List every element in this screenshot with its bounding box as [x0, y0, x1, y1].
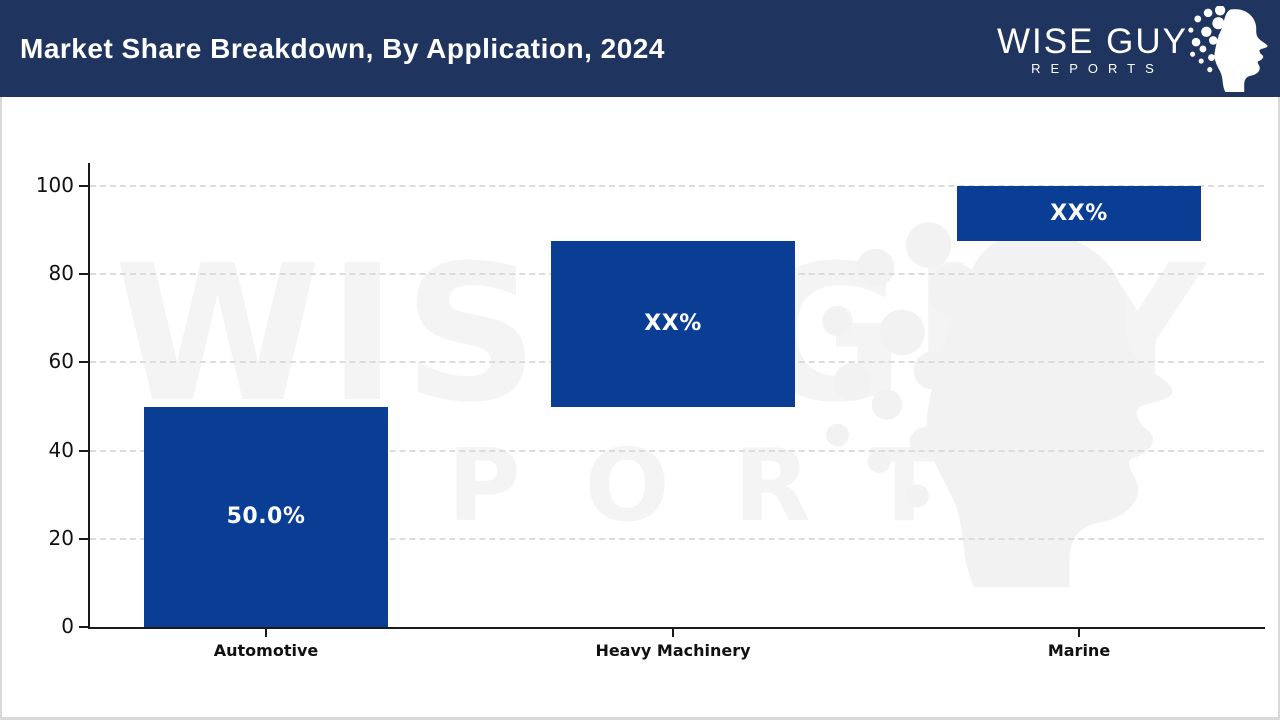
y-tick-label: 100	[35, 173, 74, 197]
y-tick-mark	[79, 361, 88, 364]
gridline-y40	[90, 449, 1264, 452]
bar-marine: XX%	[957, 186, 1201, 242]
x-category-label: Heavy Machinery	[595, 641, 751, 660]
page-title: Market Share Breakdown, By Application, …	[20, 32, 665, 64]
gridline-y100	[90, 185, 1264, 187]
header-bar: Market Share Breakdown, By Application, …	[0, 0, 1280, 97]
x-tick-mark	[1078, 629, 1080, 637]
y-tick-label: 20	[48, 525, 74, 550]
x-tick-mark	[265, 629, 267, 637]
y-tick-mark	[79, 537, 88, 540]
y-tick-mark	[79, 185, 88, 187]
x-category-label: Automotive	[213, 641, 319, 660]
x-axis-line	[88, 627, 1265, 629]
brand-logo-text: WISE GUY REPORTS	[996, 21, 1188, 78]
brand-subtitle: REPORTS	[1031, 60, 1164, 76]
bar-value-label: XX%	[644, 311, 702, 337]
brand-name: WISE GUY	[996, 21, 1188, 61]
y-tick-mark	[79, 626, 88, 628]
watermark-head-icon	[822, 222, 1173, 587]
gridline-y20	[90, 537, 1264, 540]
x-category-label: Marine	[1047, 641, 1111, 660]
brand-head-icon	[1188, 5, 1268, 92]
brand-logo: WISE GUY REPORTS	[997, 0, 1270, 97]
y-tick-label: 40	[48, 437, 74, 462]
y-tick-label: 60	[48, 349, 74, 374]
x-tick-mark	[672, 629, 674, 637]
y-tick-mark	[79, 449, 88, 452]
bar-value-label: XX%	[1050, 201, 1108, 227]
chart-canvas: WISE GUY REPORTS 50.0%XX%XX% 02040608010…	[0, 97, 1280, 720]
bar-value-label: 50.0%	[226, 504, 306, 530]
y-tick-label: 0	[61, 614, 74, 638]
bar-automotive: 50.0%	[144, 406, 388, 627]
bar-heavy-machinery: XX%	[551, 241, 795, 407]
y-tick-mark	[79, 273, 88, 276]
y-tick-label: 80	[48, 261, 74, 286]
y-axis-line	[88, 163, 90, 629]
